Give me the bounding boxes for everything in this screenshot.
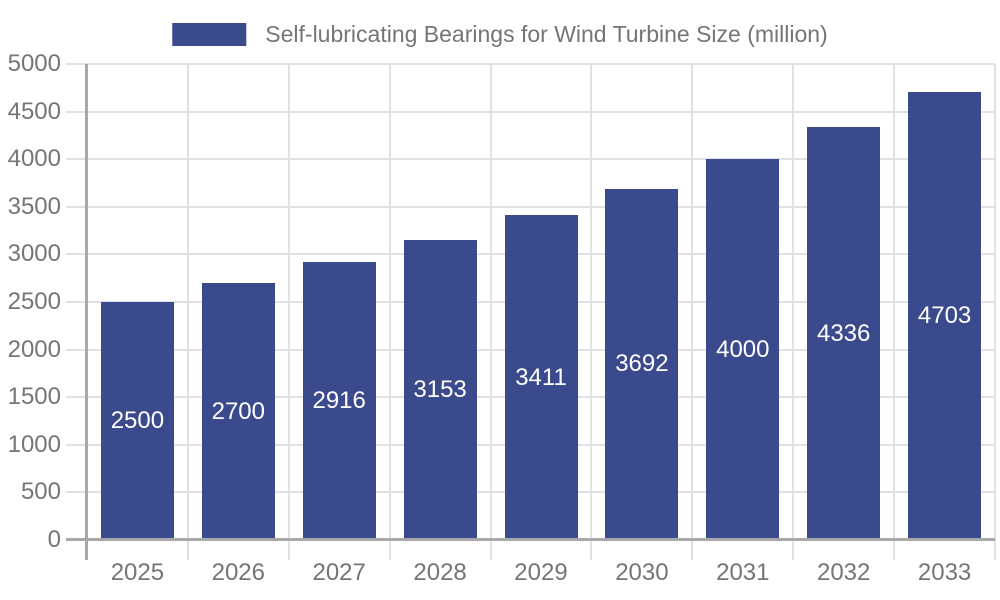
bar-value-label: 3692 <box>615 350 669 378</box>
v-gridline <box>691 64 694 560</box>
y-axis-tick-label: 1000 <box>7 430 61 458</box>
bar-value-label: 2916 <box>312 387 366 415</box>
legend-swatch[interactable] <box>172 23 247 46</box>
bar-value-label: 4000 <box>716 335 770 363</box>
plot-area: 2500 2700 2916 3153 3411 3692 4000 4336 4703 <box>66 63 996 560</box>
y-axis-tick-label: 0 <box>47 526 61 553</box>
v-gridline <box>287 64 290 560</box>
bar-value-label: 3411 <box>515 363 567 391</box>
bar-2026[interactable]: 2700 <box>201 283 275 540</box>
x-axis-tick-label: 2032 <box>816 559 871 586</box>
v-gridline <box>489 64 492 560</box>
x-axis-tick-label: 2033 <box>917 559 972 586</box>
y-axis-tick-label: 2000 <box>7 335 61 363</box>
x-axis-tick-label: 2028 <box>413 559 467 586</box>
h-gridline <box>66 110 995 113</box>
bar-2031[interactable]: 4000 <box>706 159 780 540</box>
y-axis-tick-label: 500 <box>20 478 61 506</box>
y-axis-line <box>85 64 88 560</box>
bar-value-label: 2500 <box>110 407 165 434</box>
y-axis-tick-label: 1500 <box>7 383 61 411</box>
v-gridline <box>186 64 189 560</box>
v-gridline <box>994 64 996 560</box>
bar-2028[interactable]: 3153 <box>403 239 477 540</box>
legend-item[interactable]: Self-lubricating Bearings for Wind Turbi… <box>172 21 828 48</box>
bar-value-label: 4336 <box>816 319 871 347</box>
x-axis-tick-label: 2027 <box>312 559 366 586</box>
bar-value-label: 3153 <box>413 375 467 403</box>
bar-2032[interactable]: 4336 <box>807 127 881 540</box>
y-axis-tick-label: 4500 <box>7 97 61 125</box>
y-axis-tick-label: 3000 <box>7 240 61 268</box>
bar-2030[interactable]: 3692 <box>605 188 679 540</box>
bar-2033[interactable]: 4703 <box>908 92 982 540</box>
bar-value-label: 2700 <box>211 397 265 425</box>
y-axis-tick-label: 5000 <box>7 50 61 77</box>
x-axis-tick-label: 2025 <box>110 559 165 586</box>
v-gridline <box>893 64 896 560</box>
v-gridline <box>590 64 593 560</box>
x-axis-tick-label: 2029 <box>514 559 568 586</box>
x-axis-line <box>66 538 995 541</box>
x-axis-tick-label: 2026 <box>211 559 265 586</box>
y-axis-tick-label: 4000 <box>7 145 61 173</box>
bar-2029[interactable]: 3411 <box>504 215 578 540</box>
bar-2025[interactable]: 2500 <box>100 302 174 540</box>
v-gridline <box>792 64 795 560</box>
h-gridline <box>66 63 995 65</box>
y-axis-tick-label: 2500 <box>7 288 61 315</box>
bar-value-label: 4703 <box>917 302 972 330</box>
x-axis-tick-label: 2030 <box>615 559 669 586</box>
h-gridline <box>66 158 995 161</box>
legend-label[interactable]: Self-lubricating Bearings for Wind Turbi… <box>265 21 828 47</box>
h-gridline <box>66 205 995 208</box>
v-gridline <box>388 64 391 560</box>
bar-2027[interactable]: 2916 <box>302 262 376 540</box>
x-axis-tick-label: 2031 <box>716 559 770 586</box>
y-axis-tick-label: 3500 <box>7 192 61 220</box>
